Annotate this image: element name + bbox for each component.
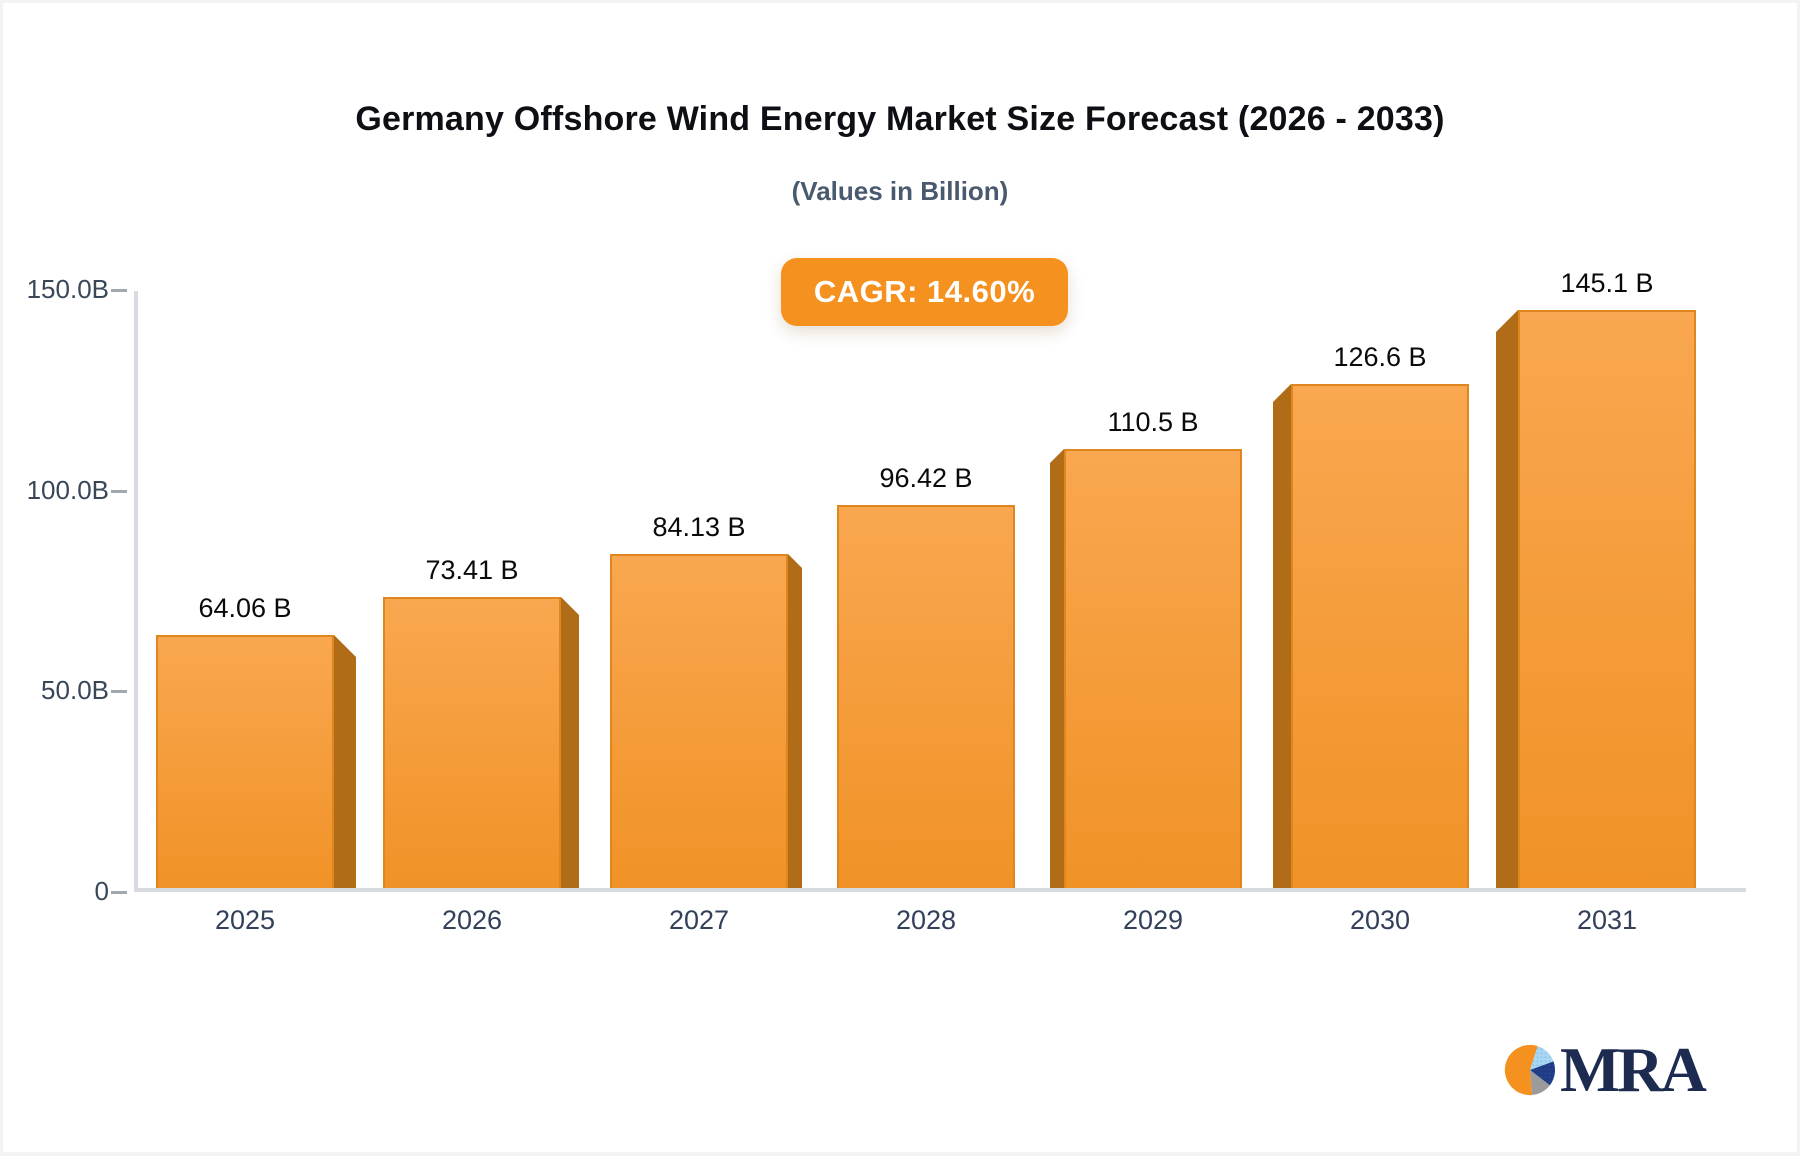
x-tick-label: 2031 [1576, 905, 1638, 935]
bar-side [1496, 310, 1518, 892]
bar-side [788, 554, 802, 892]
y-tick [111, 690, 127, 694]
x-axis-line [134, 888, 1746, 892]
y-axis-line [134, 291, 138, 892]
x-tick-label: 2030 [1349, 905, 1411, 935]
y-tick-label: 0 [94, 876, 109, 906]
chart-card: Germany Offshore Wind Energy Market Size… [3, 3, 1797, 1152]
bar-value-label: 110.5 B [1107, 407, 1199, 437]
y-tick [111, 289, 127, 292]
bar-face [1291, 384, 1469, 892]
bar-side [334, 635, 356, 892]
bar-side [1273, 384, 1291, 892]
bar-face [837, 505, 1015, 892]
x-tick-label: 2028 [895, 905, 957, 935]
bar-value-label: 84.13 B [652, 512, 746, 542]
y-tick-label: 50.0B [41, 675, 109, 706]
cagr-badge: CAGR: 14.60% [781, 258, 1068, 326]
mra-logo: MRA [1503, 1034, 1707, 1105]
chart-title: Germany Offshore Wind Energy Market Size… [355, 100, 1445, 138]
bar-face [383, 597, 561, 892]
x-tick-label: 2029 [1122, 905, 1184, 935]
chart-subtitle: (Values in Billion) [791, 176, 1009, 206]
chart-root: Germany Offshore Wind Energy Market Size… [3, 3, 1797, 1152]
x-tick-label: 2025 [214, 905, 276, 935]
bar-value-label: 96.42 B [879, 463, 973, 493]
bar-face [1064, 449, 1242, 892]
cagr-badge-label: CAGR: 14.60% [813, 274, 1036, 309]
bar-value-label: 145.1 B [1560, 268, 1654, 298]
y-tick-label: 100.0B [26, 474, 109, 505]
mra-logo-text: MRA [1560, 1034, 1707, 1105]
bar-face [1518, 310, 1696, 892]
bar-value-label: 64.06 B [198, 593, 292, 623]
mra-logo-pie-icon [1504, 1044, 1556, 1096]
y-tick-label: 150.0B [26, 274, 109, 304]
y-tick [111, 489, 127, 493]
bar-value-label: 73.41 B [425, 555, 519, 585]
bar-value-label: 126.6 B [1333, 342, 1427, 372]
bar-face [156, 635, 334, 892]
bar-side [1050, 449, 1064, 892]
bar-side [561, 597, 579, 892]
x-tick-label: 2027 [668, 905, 730, 935]
y-tick [111, 891, 127, 894]
bar-face [610, 554, 788, 892]
x-tick-label: 2026 [441, 905, 503, 935]
